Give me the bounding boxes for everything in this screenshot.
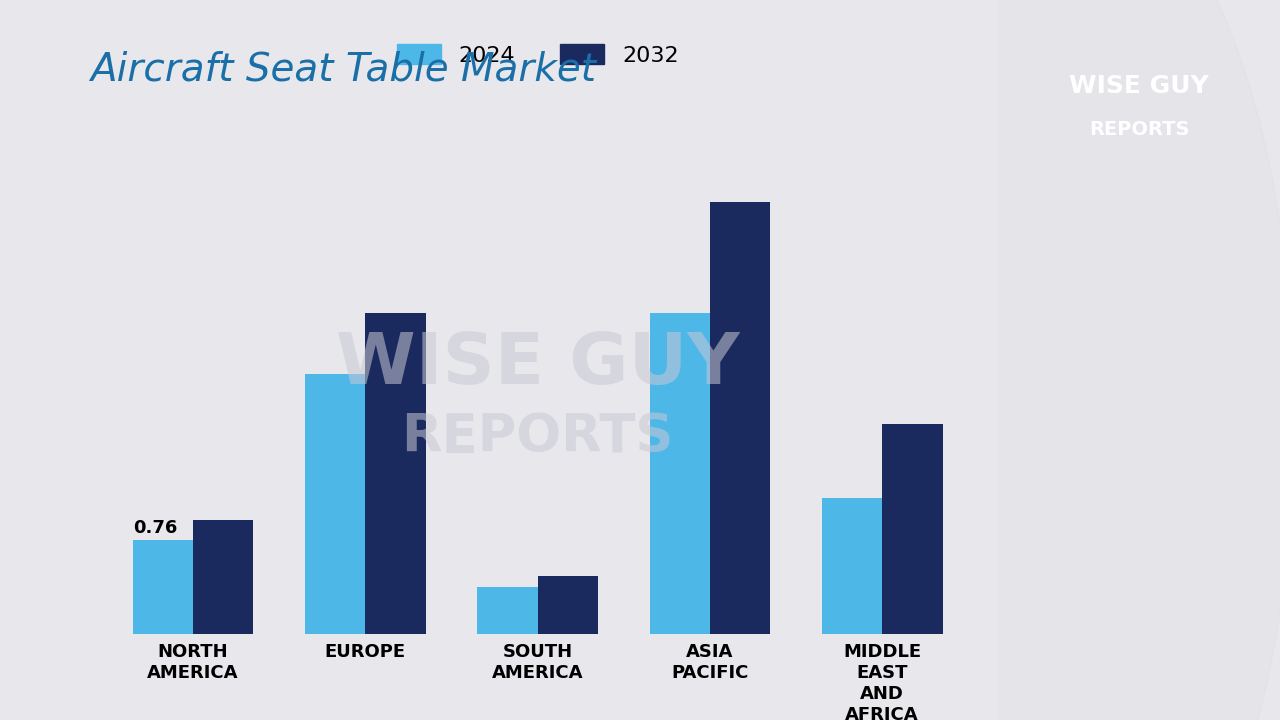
Bar: [305, 374, 365, 634]
Bar: [365, 312, 426, 634]
Text: Aircraft Seat Table Market: Aircraft Seat Table Market: [90, 50, 595, 89]
Bar: [538, 575, 598, 634]
Circle shape: [872, 0, 1280, 720]
Bar: [882, 424, 942, 634]
Bar: [133, 540, 193, 634]
Bar: [193, 520, 253, 634]
Text: WISE GUY: WISE GUY: [335, 330, 740, 399]
Text: REPORTS: REPORTS: [402, 410, 673, 463]
Bar: [650, 312, 710, 634]
Text: WISE GUY: WISE GUY: [1069, 74, 1210, 99]
Legend: 2024, 2032: 2024, 2032: [385, 33, 690, 77]
Bar: [477, 587, 538, 634]
Text: 0.76: 0.76: [133, 519, 178, 537]
Text: REPORTS: REPORTS: [1089, 120, 1189, 139]
Bar: [710, 202, 771, 634]
Bar: [822, 498, 882, 634]
